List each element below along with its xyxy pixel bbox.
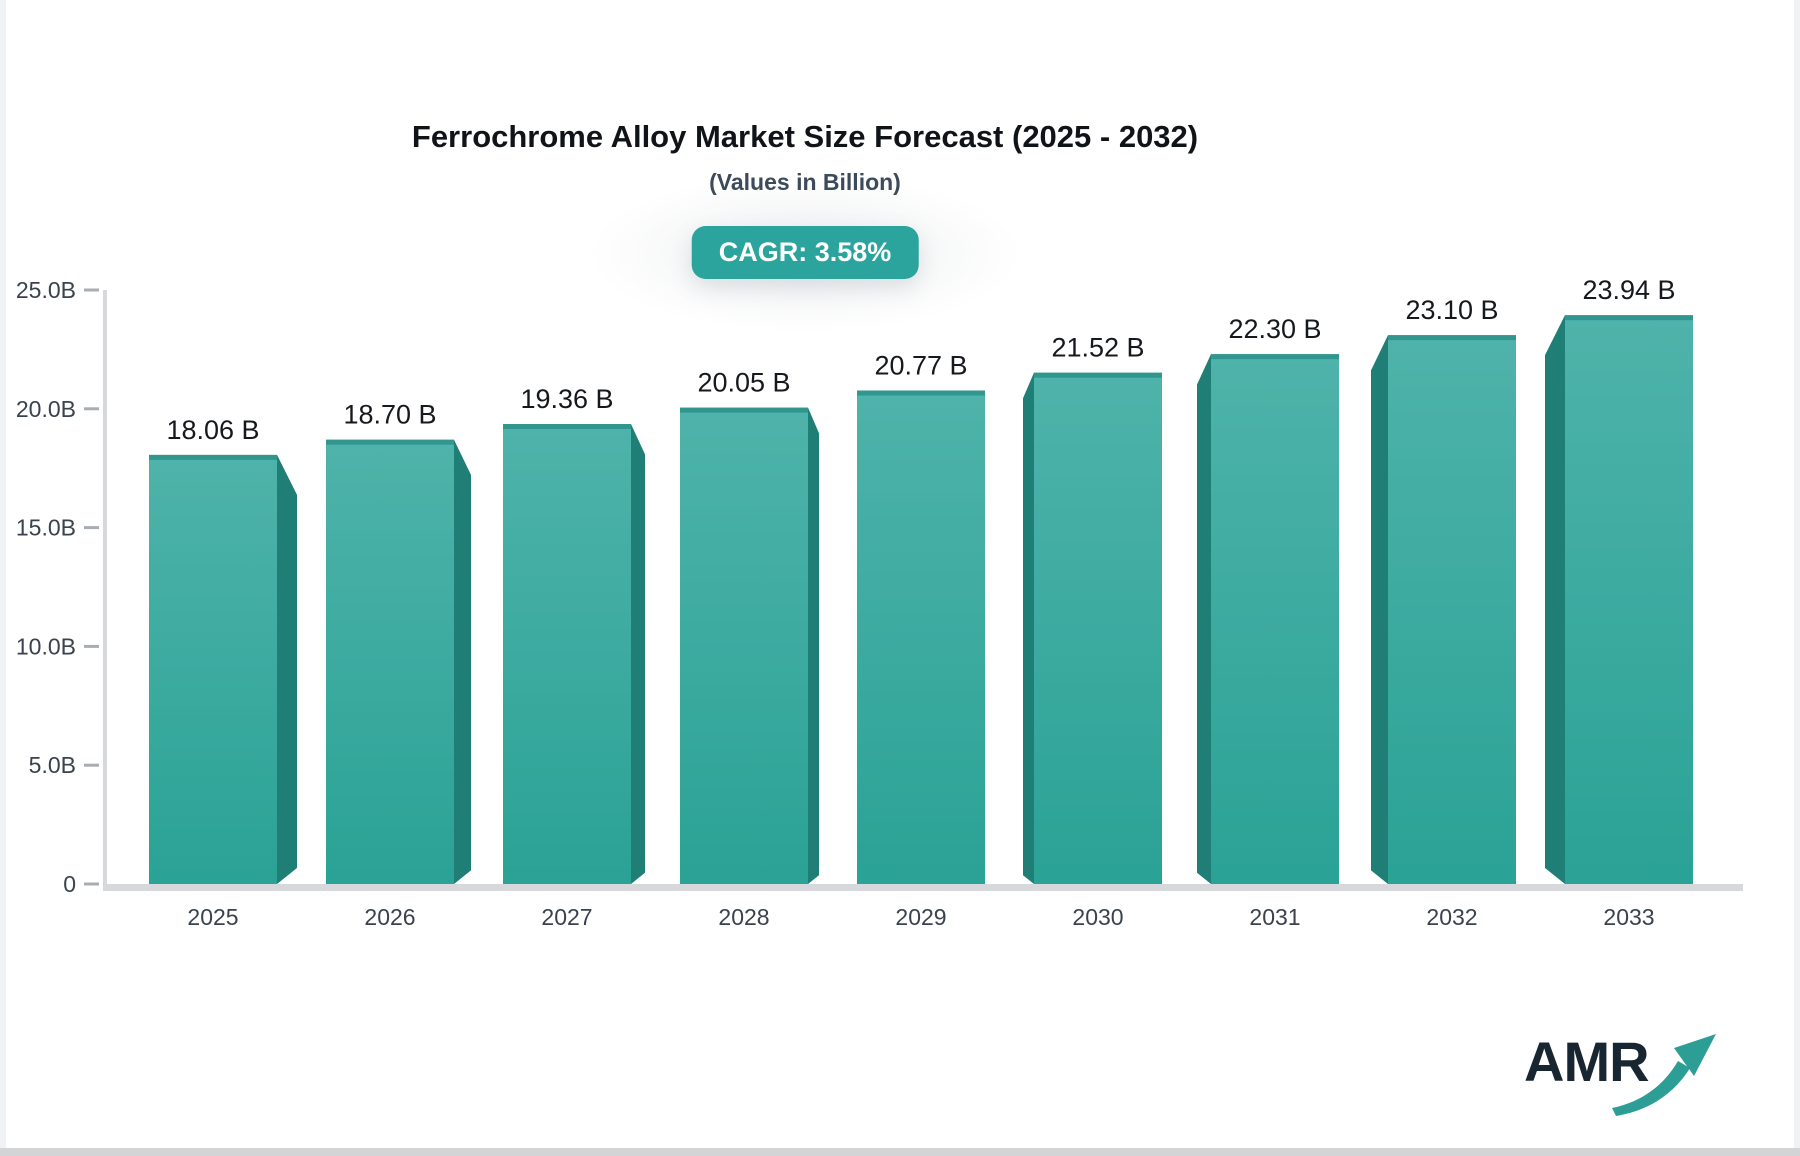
bar-side — [1371, 335, 1388, 884]
x-category-label: 2028 — [718, 904, 769, 930]
bar-top-edge — [149, 454, 277, 460]
y-tick-label: 15.0B — [16, 515, 76, 541]
bar-top-edge — [680, 407, 808, 413]
bar-value-label: 22.30 B — [1228, 314, 1321, 344]
bar-face — [1388, 335, 1516, 884]
y-tick-mark — [84, 526, 99, 530]
bar-face — [1211, 354, 1339, 885]
y-tick-label: 0 — [63, 871, 76, 897]
bar-top-edge — [857, 390, 985, 396]
x-category-label: 2031 — [1249, 904, 1300, 930]
bar-value-label: 20.05 B — [697, 368, 790, 398]
right-edge-strip — [1794, 0, 1800, 1156]
x-category-label: 2026 — [364, 904, 415, 930]
bar-side — [454, 439, 471, 884]
bar-side — [1023, 372, 1034, 884]
cagr-badge: CAGR: 3.58% — [691, 226, 919, 279]
bar-top-edge — [1034, 372, 1162, 378]
y-tick-mark — [84, 288, 99, 292]
x-axis-line — [103, 884, 1743, 891]
y-tick-mark — [84, 763, 99, 767]
bar-value-label: 20.77 B — [874, 351, 967, 381]
growth-arrow-icon — [1612, 1034, 1716, 1116]
bar-face — [149, 454, 277, 884]
bar-value-label: 23.94 B — [1582, 275, 1675, 305]
amr-logo: AMR — [1524, 1032, 1724, 1132]
x-category-label: 2029 — [895, 904, 946, 930]
bar-face — [1034, 372, 1162, 884]
x-category-label: 2033 — [1603, 904, 1654, 930]
bar-value-label: 18.70 B — [343, 400, 436, 430]
page-title: Ferrochrome Alloy Market Size Forecast (… — [411, 118, 1199, 154]
left-edge-strip — [0, 0, 6, 1156]
bar-top-edge — [503, 424, 631, 430]
bottom-edge-strip — [0, 1148, 1800, 1156]
y-tick-mark — [84, 407, 99, 411]
bar-face — [680, 407, 808, 884]
bar-face — [1565, 315, 1693, 884]
bar-side — [1545, 315, 1565, 884]
page-subtitle: (Values in Billion) — [709, 169, 901, 196]
bar-top-edge — [1565, 315, 1693, 321]
x-category-label: 2032 — [1426, 904, 1477, 930]
bar-top-edge — [326, 439, 454, 445]
bar-value-label: 23.10 B — [1405, 295, 1498, 325]
y-tick-mark — [84, 882, 99, 886]
y-tick-label: 10.0B — [16, 633, 76, 659]
amr-logo-text: AMR — [1524, 1030, 1650, 1093]
bar-side — [631, 424, 645, 884]
x-category-label: 2025 — [187, 904, 238, 930]
bar-value-label: 19.36 B — [520, 384, 613, 414]
bar-value-label: 21.52 B — [1051, 333, 1144, 363]
y-axis-line — [103, 290, 107, 884]
bar-top-edge — [1211, 354, 1339, 360]
y-tick-label: 5.0B — [29, 752, 76, 778]
bar-value-label: 18.06 B — [166, 415, 259, 445]
y-tick-mark — [84, 644, 99, 648]
y-tick-label: 20.0B — [16, 396, 76, 422]
bar-face — [503, 424, 631, 884]
bar-face — [857, 390, 985, 884]
x-category-label: 2030 — [1072, 904, 1123, 930]
y-tick-label: 25.0B — [16, 277, 76, 303]
bar-side — [277, 454, 297, 884]
bar-side — [1197, 354, 1211, 885]
bar-side — [808, 407, 819, 884]
bar-face — [326, 439, 454, 884]
x-category-label: 2027 — [541, 904, 592, 930]
bar-top-edge — [1388, 335, 1516, 341]
